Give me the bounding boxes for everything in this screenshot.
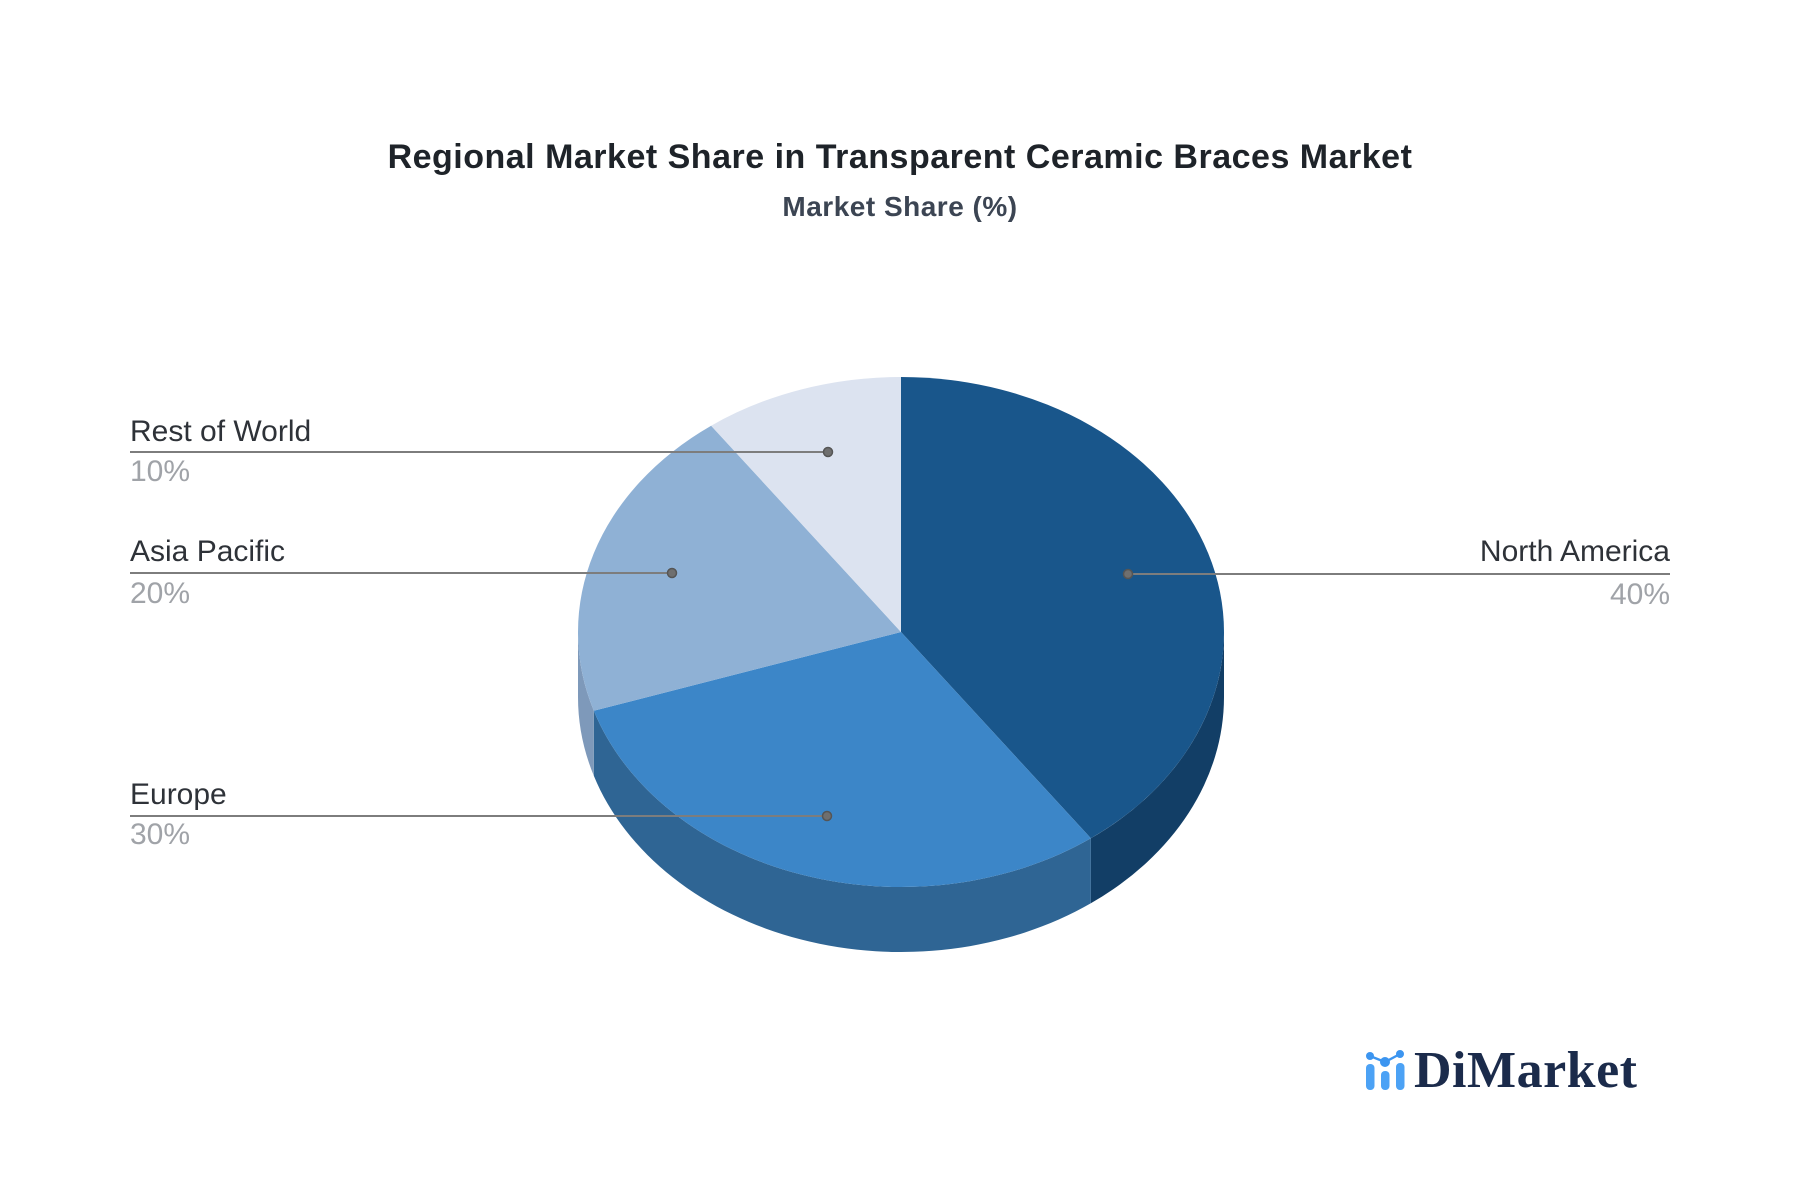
pie-side-europe	[593, 710, 1091, 952]
leader-dot-asia-pacific	[666, 567, 678, 579]
slice-label-europe: Europe	[130, 778, 227, 811]
pie-slice-asia-pacific	[578, 425, 901, 711]
leader-dot-rest-of-world	[822, 446, 834, 458]
slice-value-asia-pacific: 20%	[130, 577, 191, 610]
slice-label-rest-of-world: Rest of World	[130, 415, 312, 448]
slice-value-rest-of-world: 10%	[130, 455, 191, 488]
leader-dot-europe	[821, 810, 833, 822]
slice-value-north-america: 40%	[1609, 578, 1670, 611]
pie-slice-europe	[593, 632, 1091, 888]
pie-side-north-america	[1090, 632, 1224, 904]
pie-slice-north-america	[901, 377, 1224, 839]
slice-value-europe: 30%	[130, 818, 191, 851]
pie-slice-rest-of-world	[711, 377, 901, 632]
leader-dot-north-america	[1122, 568, 1134, 580]
bar-line-chart-icon	[1366, 1050, 1405, 1090]
chart-subtitle: Market Share (%)	[782, 191, 1018, 222]
slice-label-north-america: North America	[1479, 535, 1670, 568]
dimarket-logo: DiMarket	[1362, 1035, 1682, 1105]
chart-title: Regional Market Share in Transparent Cer…	[387, 138, 1413, 176]
pie-side-asia-pacific	[578, 632, 594, 776]
logo-text: DiMarket	[1414, 1042, 1638, 1099]
slice-label-asia-pacific: Asia Pacific	[130, 535, 286, 568]
